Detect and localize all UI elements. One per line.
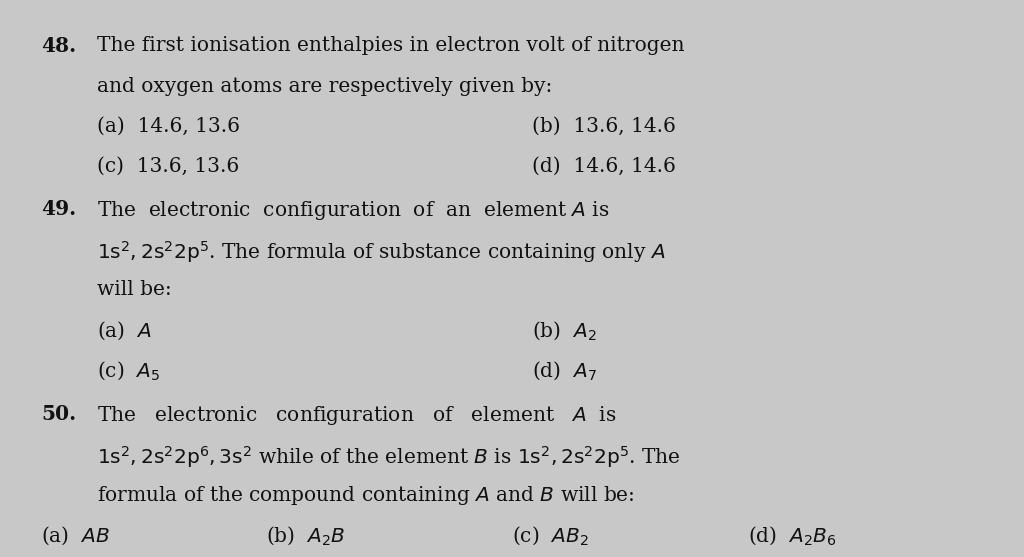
Text: (b)  13.6, 14.6: (b) 13.6, 14.6	[532, 117, 677, 136]
Text: The  electronic  configuration  of  an  element $\mathit{A}$ is: The electronic configuration of an eleme…	[97, 199, 610, 222]
Text: (d)  $\mathit{A}_{2}\mathit{B}_{6}$: (d) $\mathit{A}_{2}\mathit{B}_{6}$	[748, 524, 836, 547]
Text: $\mathrm{1s^{2}, 2s^{2}2p^{5}}$. The formula of substance containing only $\math: $\mathrm{1s^{2}, 2s^{2}2p^{5}}$. The for…	[97, 240, 666, 265]
Text: 50.: 50.	[41, 404, 76, 424]
Text: $\mathrm{1s^{2}, 2s^{2}2p^{6}, 3s^{2}}$ while of the element $\mathit{B}$ is $\m: $\mathrm{1s^{2}, 2s^{2}2p^{6}, 3s^{2}}$ …	[97, 444, 681, 470]
Text: and oxygen atoms are respectively given by:: and oxygen atoms are respectively given …	[97, 77, 553, 96]
Text: (a)  $\mathit{A}$: (a) $\mathit{A}$	[97, 320, 153, 342]
Text: 48.: 48.	[41, 36, 76, 56]
Text: (c)  $\mathit{A}_{5}$: (c) $\mathit{A}_{5}$	[97, 360, 161, 383]
Text: (b)  $\mathit{A}_{2}\mathit{B}$: (b) $\mathit{A}_{2}\mathit{B}$	[266, 524, 345, 547]
Text: The first ionisation enthalpies in electron volt of nitrogen: The first ionisation enthalpies in elect…	[97, 36, 685, 55]
Text: (a)  14.6, 13.6: (a) 14.6, 13.6	[97, 117, 241, 136]
Text: (c)  $\mathit{AB}_{2}$: (c) $\mathit{AB}_{2}$	[512, 524, 589, 547]
Text: (a)  $\mathit{AB}$: (a) $\mathit{AB}$	[41, 524, 110, 546]
Text: The   electronic   configuration   of   element   $\mathit{A}$  is: The electronic configuration of element …	[97, 404, 617, 427]
Text: (d)  $\mathit{A}_{7}$: (d) $\mathit{A}_{7}$	[532, 360, 597, 383]
Text: will be:: will be:	[97, 280, 172, 299]
Text: (d)  14.6, 14.6: (d) 14.6, 14.6	[532, 157, 677, 176]
Text: 49.: 49.	[41, 199, 76, 219]
Text: (b)  $\mathit{A}_{2}$: (b) $\mathit{A}_{2}$	[532, 320, 597, 343]
Text: formula of the compound containing $\mathit{A}$ and $\mathit{B}$ will be:: formula of the compound containing $\mat…	[97, 484, 635, 507]
Text: (c)  13.6, 13.6: (c) 13.6, 13.6	[97, 157, 240, 176]
